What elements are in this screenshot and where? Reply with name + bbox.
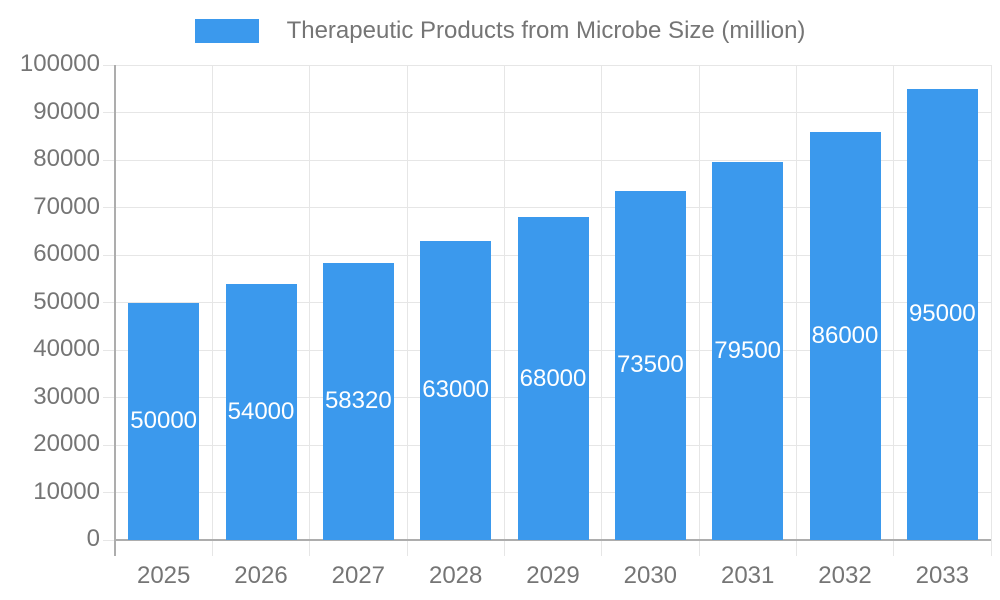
bar[interactable]: 58320 <box>322 262 394 540</box>
y-tick-label: 0 <box>86 525 100 552</box>
y-axis-tick <box>103 492 115 493</box>
v-gridline <box>601 65 603 556</box>
x-axis-line <box>115 539 991 541</box>
v-gridline <box>698 65 700 556</box>
y-axis-tick <box>103 254 115 256</box>
v-gridline <box>406 65 408 556</box>
legend-swatch-icon <box>194 19 259 43</box>
x-tick-label: 2025 <box>136 562 191 589</box>
y-axis-tick <box>103 397 115 398</box>
x-tick-label: 2027 <box>331 562 386 589</box>
y-axis-tick <box>103 444 115 446</box>
y-tick-label: 100000 <box>19 50 100 77</box>
bar-value-label: 79500 <box>714 337 782 365</box>
bar[interactable]: 79500 <box>712 162 784 540</box>
x-tick-label: 2026 <box>234 562 288 589</box>
chart-legend[interactable]: Therapeutic Products from Microbe Size (… <box>0 11 1000 51</box>
y-axis-tick <box>103 302 115 303</box>
v-gridline <box>503 65 505 556</box>
bar[interactable]: 95000 <box>906 88 978 540</box>
y-tick-label: 80000 <box>33 145 100 172</box>
bar-value-label: 50000 <box>130 407 198 435</box>
h-gridline <box>115 64 991 66</box>
bar-value-label: 58320 <box>324 387 392 415</box>
bar-value-label: 86000 <box>811 321 879 349</box>
y-axis-tick <box>103 349 115 351</box>
y-tick-label: 40000 <box>33 335 100 362</box>
v-gridline <box>211 65 213 556</box>
bar[interactable]: 86000 <box>809 131 881 540</box>
y-tick-label: 50000 <box>33 287 100 315</box>
y-tick-label: 30000 <box>33 382 100 410</box>
h-gridline <box>115 159 991 161</box>
y-axis-tick <box>103 112 115 113</box>
legend-label: Therapeutic Products from Microbe Size (… <box>286 17 806 44</box>
x-tick-label: 2031 <box>720 562 775 589</box>
x-tick-label: 2030 <box>623 562 678 589</box>
bar-value-label: 95000 <box>908 300 976 328</box>
x-tick-label: 2032 <box>818 562 872 589</box>
x-tick-label: 2029 <box>526 562 580 589</box>
y-axis-tick <box>103 539 115 541</box>
y-tick-label: 90000 <box>33 97 100 125</box>
y-axis-line <box>114 65 116 556</box>
bar[interactable]: 50000 <box>128 302 200 540</box>
bar[interactable]: 68000 <box>517 217 589 540</box>
h-gridline <box>115 112 991 113</box>
v-gridline <box>309 65 311 556</box>
x-tick-label: 2028 <box>428 562 483 589</box>
bar-value-label: 63000 <box>422 376 490 404</box>
bar-value-label: 73500 <box>616 351 684 379</box>
bar-value-label: 54000 <box>227 397 295 425</box>
bar[interactable]: 73500 <box>614 190 686 540</box>
y-tick-label: 60000 <box>33 240 100 267</box>
h-gridline <box>115 207 991 208</box>
bar-value-label: 68000 <box>519 364 587 392</box>
y-tick-label: 70000 <box>33 192 100 220</box>
bar[interactable]: 54000 <box>225 283 297 540</box>
y-axis-tick <box>103 64 115 66</box>
y-axis-tick <box>103 207 115 208</box>
y-tick-label: 20000 <box>33 430 100 457</box>
y-axis-tick <box>103 159 115 161</box>
y-tick-label: 10000 <box>33 477 100 505</box>
v-gridline <box>795 65 797 556</box>
v-gridline <box>893 65 895 556</box>
x-tick-label: 2033 <box>915 562 970 589</box>
v-gridline <box>990 65 992 556</box>
bar[interactable]: 63000 <box>420 240 492 540</box>
